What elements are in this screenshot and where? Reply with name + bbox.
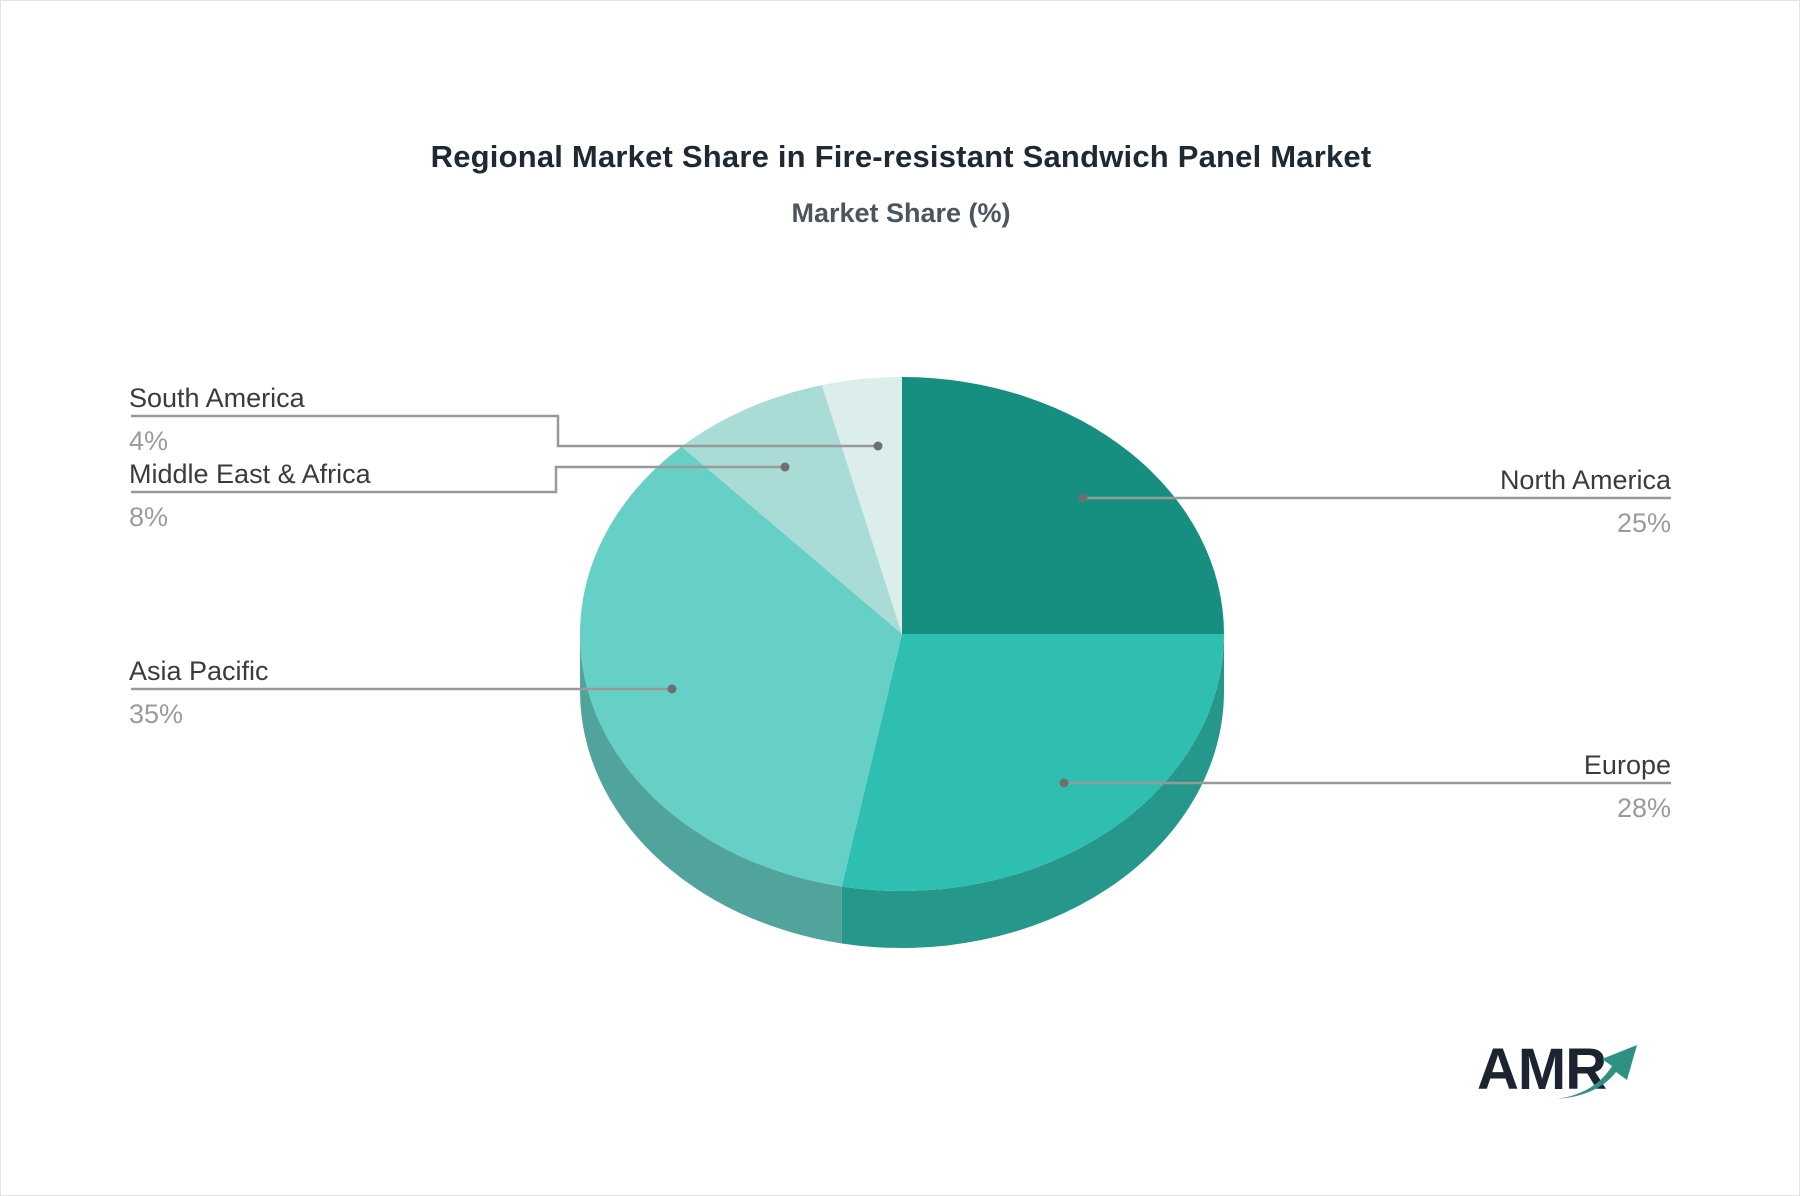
leader-line-middle-east-africa <box>131 465 785 494</box>
pie-slice-europe <box>841 634 1224 892</box>
pie-slice-middle-east-africa <box>681 385 902 634</box>
pie-slice-south-america <box>821 377 902 634</box>
leader-dot-europe <box>1059 778 1069 788</box>
chart-subtitle: Market Share (%) <box>791 198 1011 228</box>
label-south-america: South America <box>129 383 305 413</box>
label-asia-pacific: Asia Pacific <box>129 656 269 686</box>
amr-logo: AMR <box>1477 1041 1667 1111</box>
label-europe: Europe <box>1583 750 1671 780</box>
leader-dot-south-america <box>873 441 883 451</box>
value-middle-east-africa: 8% <box>129 502 169 532</box>
value-asia-pacific: 35% <box>129 699 184 729</box>
chart-title: Regional Market Share in Fire-resistant … <box>430 139 1372 174</box>
value-north-america: 25% <box>1616 508 1671 538</box>
label-middle-east-africa: Middle East & Africa <box>129 459 371 489</box>
value-south-america: 4% <box>129 426 169 456</box>
value-europe: 28% <box>1616 793 1671 823</box>
pie-slice-asia-pacific <box>580 446 902 887</box>
pie-slice-north-america <box>902 377 1224 634</box>
pie-slice-side-asia-pacific <box>580 634 842 944</box>
label-north-america: North America <box>1499 465 1671 495</box>
leader-dot-middle-east-africa <box>780 462 790 472</box>
pie-slice-side-europe <box>841 634 1224 949</box>
growth-arrow-icon <box>1557 1045 1637 1099</box>
leader-line-south-america <box>131 414 878 448</box>
amr-logo-text: AMR <box>1477 1037 1607 1102</box>
leader-dot-asia-pacific <box>667 684 677 694</box>
leader-dot-north-america <box>1078 493 1088 503</box>
